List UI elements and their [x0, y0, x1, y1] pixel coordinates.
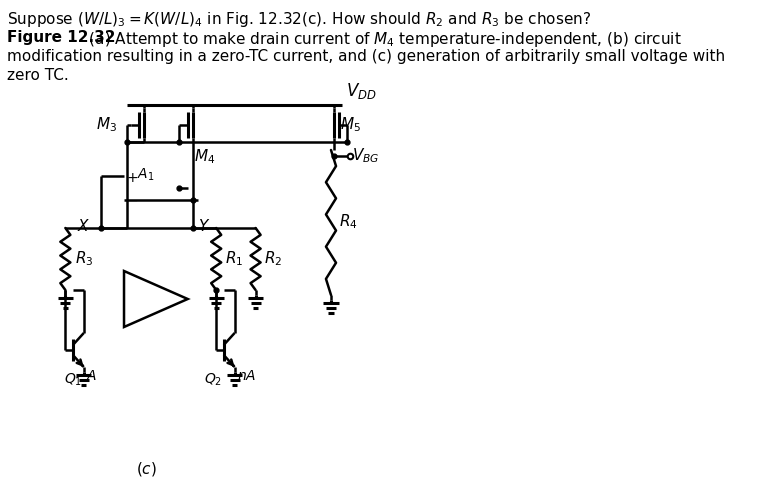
Text: $R_2$: $R_2$	[264, 250, 282, 268]
Text: $A$: $A$	[87, 369, 97, 383]
Text: $R_3$: $R_3$	[76, 250, 94, 268]
Text: zero TC.: zero TC.	[7, 68, 69, 83]
Text: $R_1$: $R_1$	[225, 250, 243, 268]
Text: (a) Attempt to make drain current of $M_4$ temperature-independent, (b) circuit: (a) Attempt to make drain current of $M_…	[83, 30, 682, 49]
Text: modification resulting in a zero-TC current, and (c) generation of arbitrarily s: modification resulting in a zero-TC curr…	[7, 49, 725, 64]
Text: $M_4$: $M_4$	[194, 147, 216, 166]
Text: Figure 12.32: Figure 12.32	[7, 30, 115, 45]
Text: $V_{BG}$: $V_{BG}$	[352, 147, 380, 166]
Text: $V_{DD}$: $V_{DD}$	[346, 81, 376, 101]
Text: $A_1$: $A_1$	[137, 167, 155, 183]
Text: $X$: $X$	[77, 218, 90, 234]
Text: $R_4$: $R_4$	[339, 213, 358, 231]
Text: $-$: $-$	[126, 193, 138, 207]
Text: $Q_2$: $Q_2$	[205, 372, 223, 389]
Text: $Y$: $Y$	[198, 218, 210, 234]
Text: $M_3$: $M_3$	[97, 115, 117, 134]
Text: Suppose $(W/L)_3 = K(W/L)_4$ in Fig. 12.32(c). How should $R_2$ and $R_3$ be cho: Suppose $(W/L)_3 = K(W/L)_4$ in Fig. 12.…	[7, 10, 591, 29]
Text: $+$: $+$	[126, 171, 138, 185]
Text: $Q_1$: $Q_1$	[63, 372, 82, 389]
Text: $(c)$: $(c)$	[136, 460, 157, 478]
Text: $M_5$: $M_5$	[340, 115, 361, 134]
Text: $nA$: $nA$	[237, 369, 257, 383]
